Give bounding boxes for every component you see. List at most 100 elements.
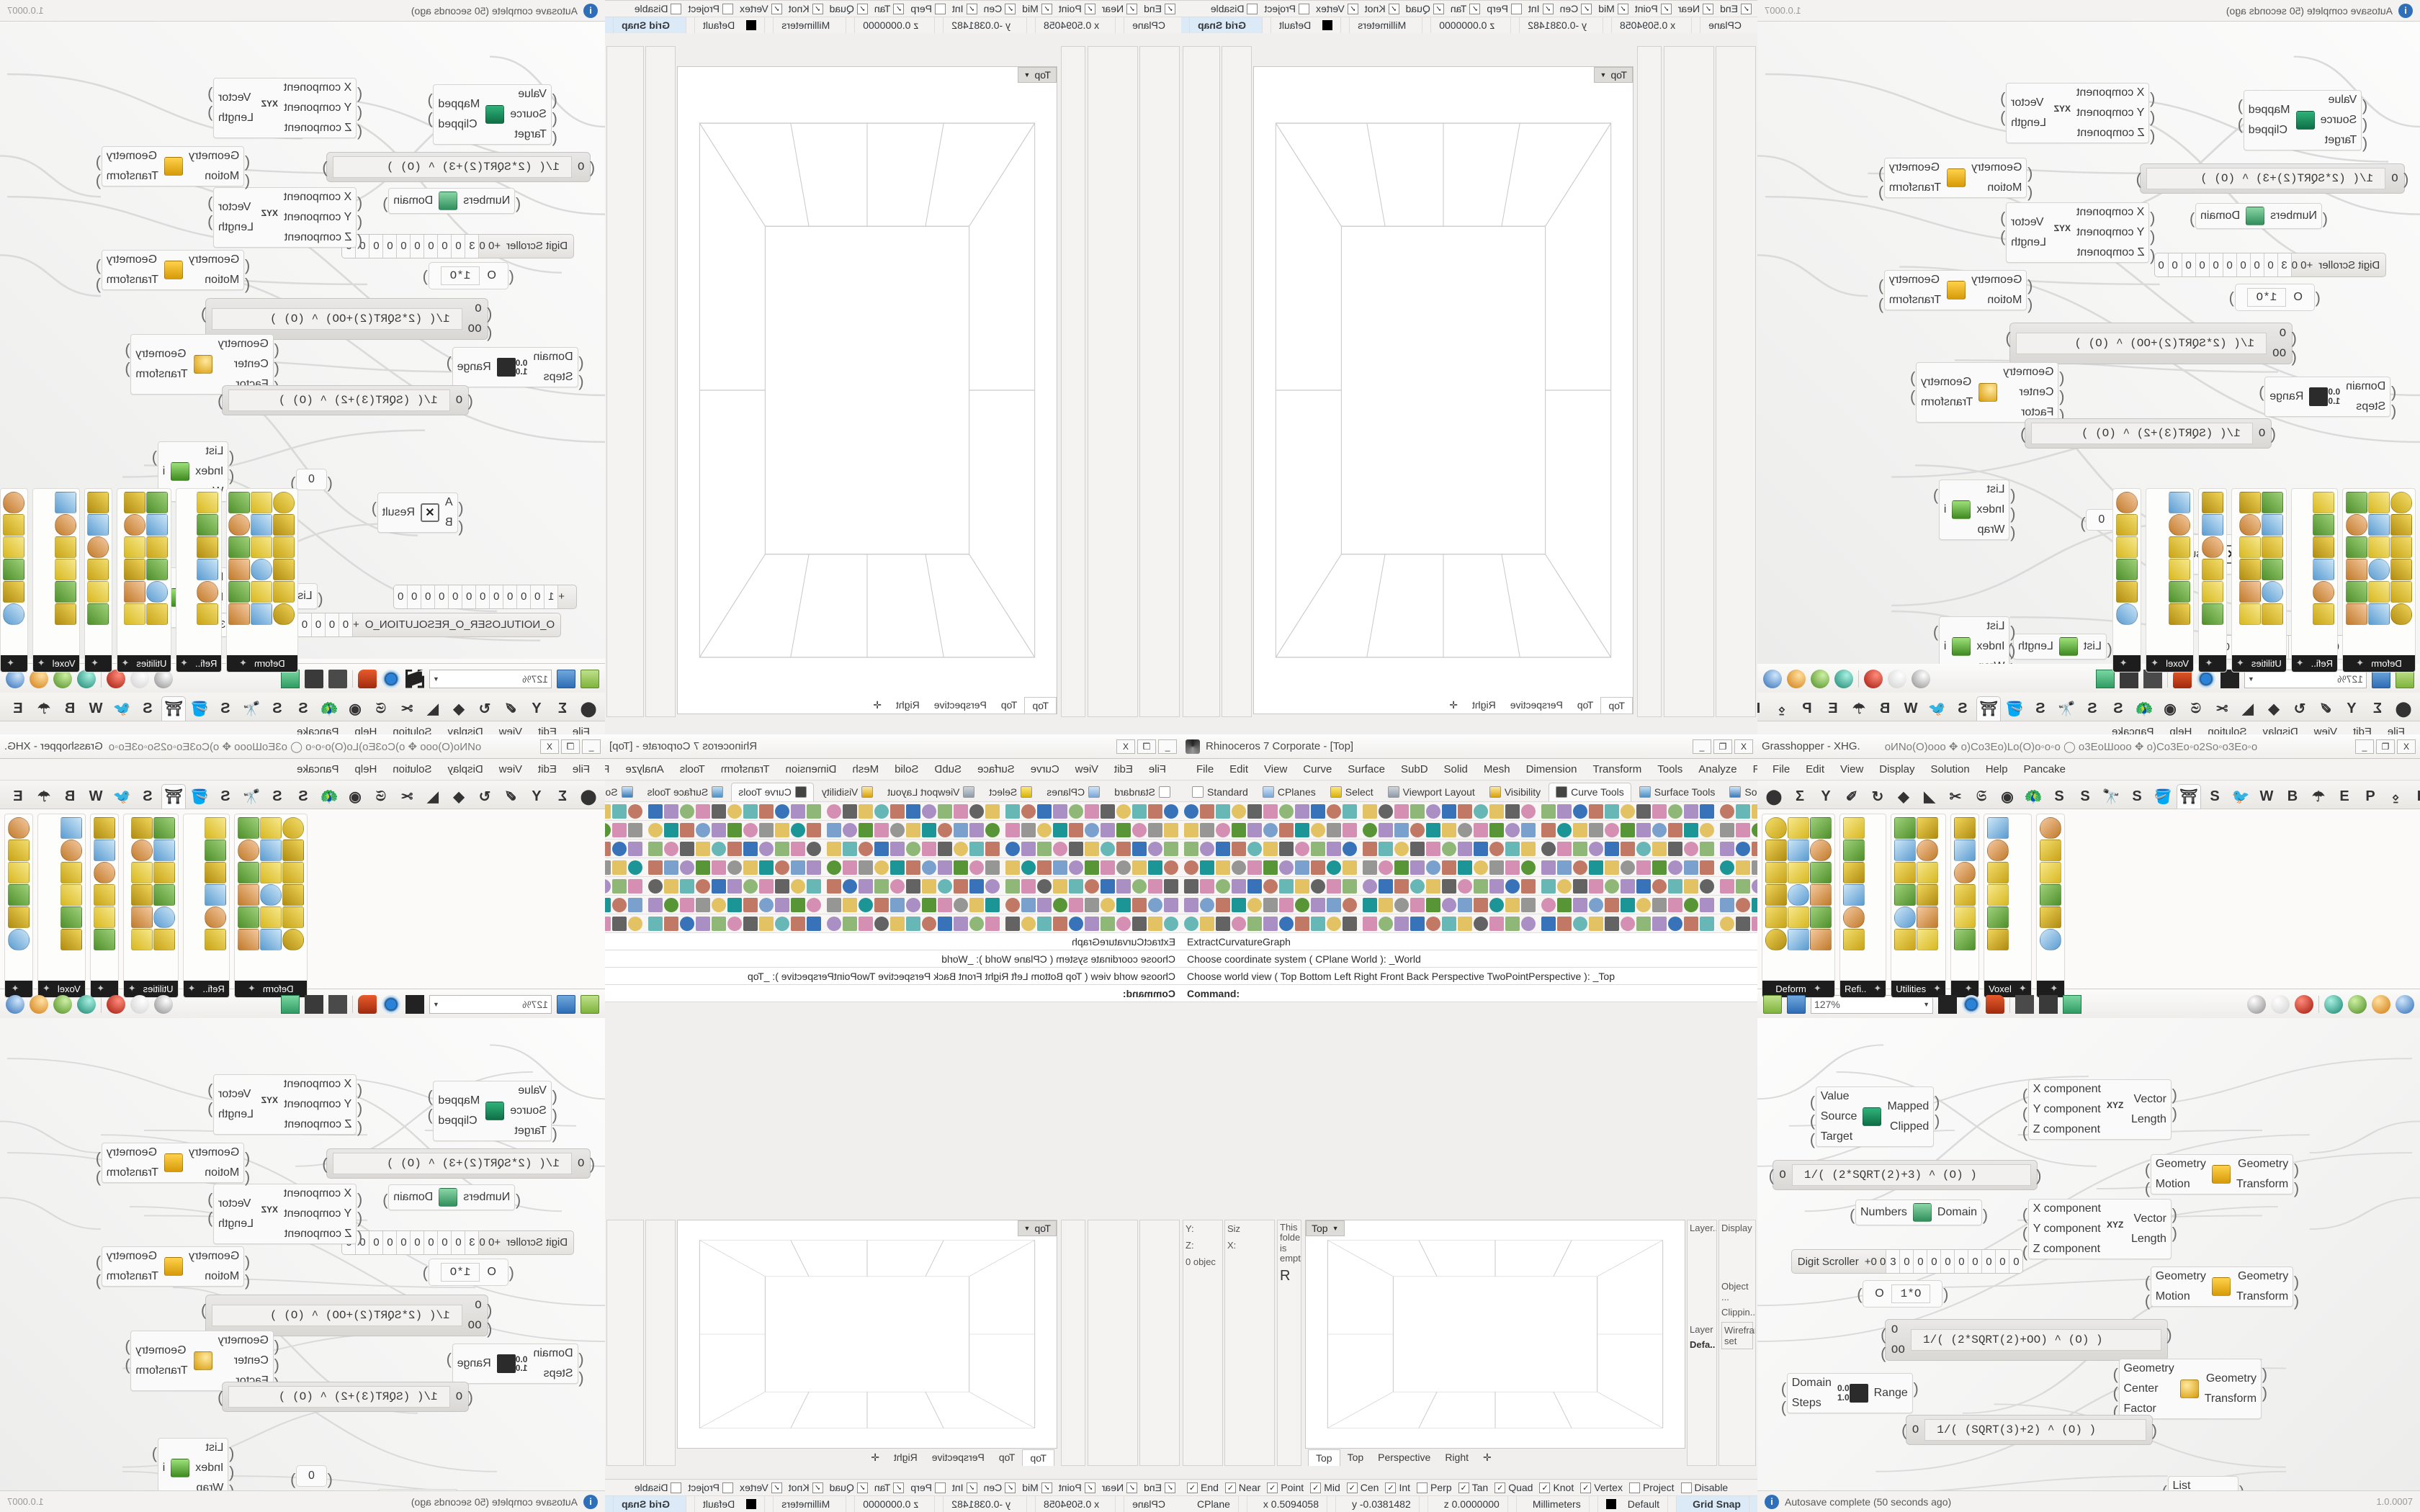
input-param[interactable]: List bbox=[205, 445, 224, 458]
display-panel[interactable]: Display Object ... Clippin.. Wireframe" … bbox=[1718, 1220, 1756, 1466]
gh-tab-telescope[interactable]: 🔭 bbox=[242, 701, 261, 717]
component-port[interactable]: ( bbox=[2022, 1223, 2028, 1242]
input-param[interactable]: Z component bbox=[284, 122, 352, 134]
gh-component-icon[interactable] bbox=[1788, 906, 1809, 928]
rhino-tool-icon[interactable] bbox=[1589, 878, 1603, 894]
component-port[interactable]: ) bbox=[446, 354, 452, 372]
rhino-tool-icon[interactable] bbox=[1684, 897, 1698, 912]
component-port[interactable]: ) bbox=[2189, 209, 2195, 228]
gh-component-icon[interactable] bbox=[2168, 492, 2190, 513]
rhino-tool-icon[interactable] bbox=[759, 841, 774, 856]
rhino-tool-icon[interactable] bbox=[985, 897, 1000, 912]
gh-component-icon[interactable] bbox=[130, 817, 153, 839]
rhino-tool-icon[interactable] bbox=[1116, 860, 1131, 875]
scroller-digit[interactable]: 0 bbox=[449, 585, 463, 608]
status-field-x-0-5094058[interactable]: x 0.5094058 bbox=[1247, 1496, 1336, 1512]
rhino-tool-icon[interactable] bbox=[696, 916, 710, 931]
rhino-tool-icon[interactable] bbox=[1573, 841, 1587, 856]
component-port[interactable]: ) bbox=[2000, 208, 2006, 227]
gh-component-icon[interactable] bbox=[2368, 603, 2390, 625]
osnap-int[interactable]: ✓ Int bbox=[1528, 3, 1554, 14]
draw-icon-1d[interactable] bbox=[2324, 994, 2343, 1014]
gh-component-range-1[interactable]: Domain Steps 0.0 1.0 Range(() bbox=[447, 347, 584, 390]
preview-wire-icon-3[interactable] bbox=[130, 994, 149, 1014]
expression-text[interactable]: 1/( (2*SQRT(2)+OO) ^ (O) ) bbox=[2016, 333, 2267, 355]
rhino-menu-file[interactable]: File bbox=[1148, 763, 1166, 775]
status-field-y-0-0381482[interactable]: y -0.0381482 bbox=[934, 1496, 1026, 1512]
checkbox[interactable]: ✓ bbox=[1469, 3, 1481, 14]
input-param[interactable]: Z component bbox=[284, 1118, 352, 1130]
rhino-tool-icon[interactable] bbox=[1684, 916, 1698, 931]
rhino-tool-icon[interactable] bbox=[1101, 841, 1115, 856]
osnap-project[interactable]: Project bbox=[1628, 1482, 1675, 1493]
gh-component-icon[interactable] bbox=[2238, 536, 2261, 558]
rhino-tool-icon[interactable] bbox=[1295, 916, 1309, 931]
component-port[interactable]: ) bbox=[215, 393, 225, 412]
component-port[interactable]: ( bbox=[2315, 288, 2321, 307]
gh-component-icon[interactable] bbox=[2201, 559, 2223, 580]
gh-tab-params[interactable]: ⬤ bbox=[580, 701, 597, 717]
rhino-tool-icon[interactable] bbox=[1489, 841, 1504, 856]
gh-component-remap-numbers[interactable]: Value Source Target Mapped Clipped((()) bbox=[427, 1081, 557, 1143]
rhino-tool-icon[interactable] bbox=[1232, 804, 1246, 819]
rhino-tool-icon[interactable] bbox=[1311, 841, 1325, 856]
gh-menu-solution[interactable]: Solution bbox=[393, 726, 432, 734]
gh-menu-edit[interactable]: Edit bbox=[537, 763, 557, 775]
gh-menu-edit[interactable]: Edit bbox=[537, 726, 557, 734]
gh-component-icon[interactable] bbox=[204, 906, 226, 928]
draw-icon-4d[interactable] bbox=[2396, 994, 2414, 1014]
gh-component-icon[interactable] bbox=[282, 906, 304, 928]
checkbox[interactable]: ✓ bbox=[1385, 1482, 1397, 1493]
gh-group-expand-icon[interactable]: ✦ bbox=[1813, 983, 1821, 994]
component-port[interactable]: ( bbox=[274, 1336, 279, 1355]
gh-component-icon[interactable] bbox=[87, 492, 109, 513]
rhino-tool-icon[interactable] bbox=[727, 860, 742, 875]
rhino-tool-icon[interactable] bbox=[1311, 916, 1325, 931]
gh-component-icon[interactable] bbox=[1917, 817, 1939, 839]
checkbox[interactable]: ✓ bbox=[1126, 1482, 1138, 1493]
viewport-add-tab-icon[interactable]: ✛ bbox=[873, 699, 882, 711]
status-field-millimeters[interactable]: Millimeters bbox=[764, 1496, 846, 1512]
chevron-down-icon[interactable]: ▼ bbox=[1023, 71, 1031, 78]
viewport-top-mirror-2[interactable]: Top ▼ bbox=[1253, 66, 1634, 714]
osnap-int[interactable]: ✓ Int bbox=[1385, 1482, 1410, 1493]
rhino-tool-icon[interactable] bbox=[1295, 897, 1309, 912]
input-param[interactable]: Numbers bbox=[1860, 1205, 1907, 1218]
rhino-tool-icon[interactable] bbox=[1426, 860, 1440, 875]
rhino-tool-icon[interactable] bbox=[612, 841, 627, 856]
checkbox[interactable]: ✓ bbox=[1494, 1482, 1506, 1493]
draw-icon-2c[interactable] bbox=[53, 994, 72, 1014]
gh-component-icon[interactable] bbox=[1788, 884, 1809, 906]
gh-component-tabs-3[interactable]: ⬤ΣY✐↻◆◣✂𝔖◉🦚SS🔭S🪣⛩S🐦WB☂EP⍚KP▪S✹ bbox=[0, 780, 605, 809]
gh-component-icon[interactable] bbox=[2261, 536, 2283, 558]
preview-off-icon-2[interactable] bbox=[1864, 669, 1883, 688]
bake-icon-3[interactable] bbox=[358, 994, 377, 1014]
rhino-tool-icon[interactable] bbox=[1652, 841, 1667, 856]
output-param[interactable]: Length bbox=[218, 112, 254, 124]
rhino-tool-icon[interactable] bbox=[1736, 878, 1750, 894]
rhino-tab-visibility[interactable]: Visibility bbox=[1483, 783, 1547, 801]
expr-in-1[interactable]: O bbox=[2258, 426, 2266, 440]
gh-component-icon[interactable] bbox=[259, 862, 282, 883]
gh-menu-pancake[interactable]: Pancake bbox=[2023, 763, 2066, 775]
gh-tab-umbrella[interactable]: ☂ bbox=[1852, 701, 1865, 717]
gh-component-icon[interactable] bbox=[54, 581, 76, 603]
gh-expression-expression-b[interactable]: O OO 1/( (2*SQRT(2)+OO) ^ (O) )()( bbox=[1879, 1319, 2174, 1363]
checkbox[interactable] bbox=[1247, 3, 1258, 14]
component-port[interactable]: ( bbox=[357, 84, 363, 102]
gh-component-icon[interactable] bbox=[1894, 929, 1917, 950]
status-field-x-0-5094058[interactable]: x 0.5094058 bbox=[1026, 1496, 1116, 1512]
gh-group-expand-icon[interactable]: ✦ bbox=[6, 657, 15, 668]
gh-number-number-zero-1[interactable]: 0() bbox=[290, 1464, 333, 1488]
rhino-tool-icon[interactable] bbox=[1652, 897, 1667, 912]
gh-component-icon[interactable] bbox=[2116, 536, 2138, 558]
preview-eye-icon-3[interactable] bbox=[382, 994, 400, 1014]
input-param[interactable]: Geometry bbox=[189, 1249, 240, 1262]
input-param[interactable]: List bbox=[205, 1441, 224, 1454]
osnap-quad[interactable]: ✓ Quad bbox=[830, 3, 868, 14]
gh-component-icon[interactable] bbox=[1810, 884, 1832, 906]
status-field-cplane[interactable]: CPlane bbox=[1691, 17, 1757, 33]
rhino-toolbars-3[interactable]: »»»»»»» bbox=[605, 802, 1181, 933]
gh-component-icon[interactable] bbox=[54, 514, 76, 536]
checkbox[interactable]: ✓ bbox=[1542, 3, 1554, 14]
